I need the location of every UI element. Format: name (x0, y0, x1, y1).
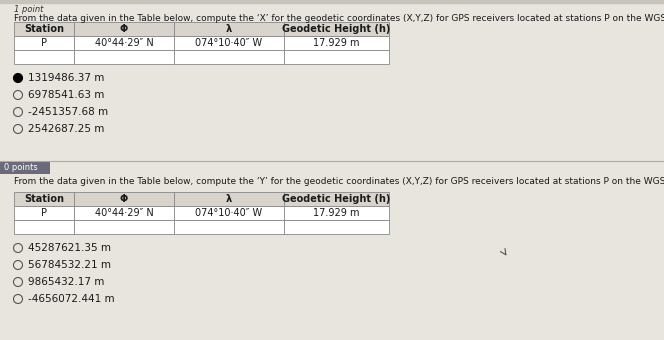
Bar (14, 22, 74, 36)
Bar (174, 36, 284, 50)
Bar (74, 22, 174, 36)
Bar (14, 36, 74, 50)
Text: 56784532.21 m: 56784532.21 m (28, 260, 111, 270)
Text: From the data given in the Table below, compute the ‘X’ for the geodetic coordin: From the data given in the Table below, … (14, 14, 664, 23)
Bar (74, 192, 174, 206)
Text: Station: Station (24, 24, 64, 34)
Bar (284, 50, 389, 64)
Text: 2542687.25 m: 2542687.25 m (28, 124, 104, 134)
Text: Φ: Φ (120, 194, 128, 204)
Bar (74, 220, 174, 234)
Bar (74, 36, 174, 50)
Bar (14, 50, 74, 64)
Text: 1319486.37 m: 1319486.37 m (28, 73, 104, 83)
Text: -4656072.441 m: -4656072.441 m (28, 294, 115, 304)
Text: 0 points: 0 points (4, 163, 38, 172)
Bar (284, 36, 389, 50)
Bar (284, 192, 389, 206)
Bar (14, 206, 74, 220)
Bar (0, 162, 50, 174)
Text: Station: Station (24, 194, 64, 204)
Text: 6978541.63 m: 6978541.63 m (28, 90, 104, 100)
Circle shape (13, 73, 23, 83)
Text: From the data given in the Table below, compute the ‘Y’ for the geodetic coordin: From the data given in the Table below, … (14, 177, 664, 186)
Text: 45287621.35 m: 45287621.35 m (28, 243, 111, 253)
Text: 9865432.17 m: 9865432.17 m (28, 277, 104, 287)
Text: 1 point: 1 point (14, 5, 43, 14)
Text: 074°10‧40″ W: 074°10‧40″ W (195, 38, 262, 48)
Text: 17.929 m: 17.929 m (313, 208, 360, 218)
Text: -2451357.68 m: -2451357.68 m (28, 107, 108, 117)
Bar (74, 50, 174, 64)
Text: λ: λ (226, 24, 232, 34)
Bar (174, 220, 284, 234)
Bar (174, 22, 284, 36)
Bar (74, 206, 174, 220)
Bar (174, 206, 284, 220)
Bar (284, 206, 389, 220)
Bar (284, 22, 389, 36)
Bar (174, 50, 284, 64)
Text: 074°10‧40″ W: 074°10‧40″ W (195, 208, 262, 218)
Text: λ: λ (226, 194, 232, 204)
Bar (284, 220, 389, 234)
Text: P: P (41, 38, 47, 48)
Bar (14, 220, 74, 234)
Text: 40°44‧29″ N: 40°44‧29″ N (95, 38, 153, 48)
Text: Geodetic Height (h): Geodetic Height (h) (282, 194, 390, 204)
Text: 40°44‧29″ N: 40°44‧29″ N (95, 208, 153, 218)
Bar (14, 192, 74, 206)
Text: P: P (41, 208, 47, 218)
Text: Geodetic Height (h): Geodetic Height (h) (282, 24, 390, 34)
Bar (0, 0, 664, 3)
Bar (174, 192, 284, 206)
Text: 17.929 m: 17.929 m (313, 38, 360, 48)
Text: Φ: Φ (120, 24, 128, 34)
